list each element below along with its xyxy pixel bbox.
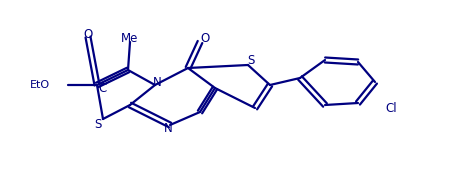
Text: O: O <box>83 29 93 42</box>
Text: Cl: Cl <box>385 102 396 115</box>
Text: C: C <box>98 81 106 94</box>
Text: Me: Me <box>121 31 139 44</box>
Text: S: S <box>95 117 102 130</box>
Text: S: S <box>247 54 254 67</box>
Text: N: N <box>164 121 172 134</box>
Text: O: O <box>201 31 210 44</box>
Text: EtO: EtO <box>30 80 50 90</box>
Text: N: N <box>153 75 161 89</box>
Text: ─: ─ <box>69 80 76 90</box>
